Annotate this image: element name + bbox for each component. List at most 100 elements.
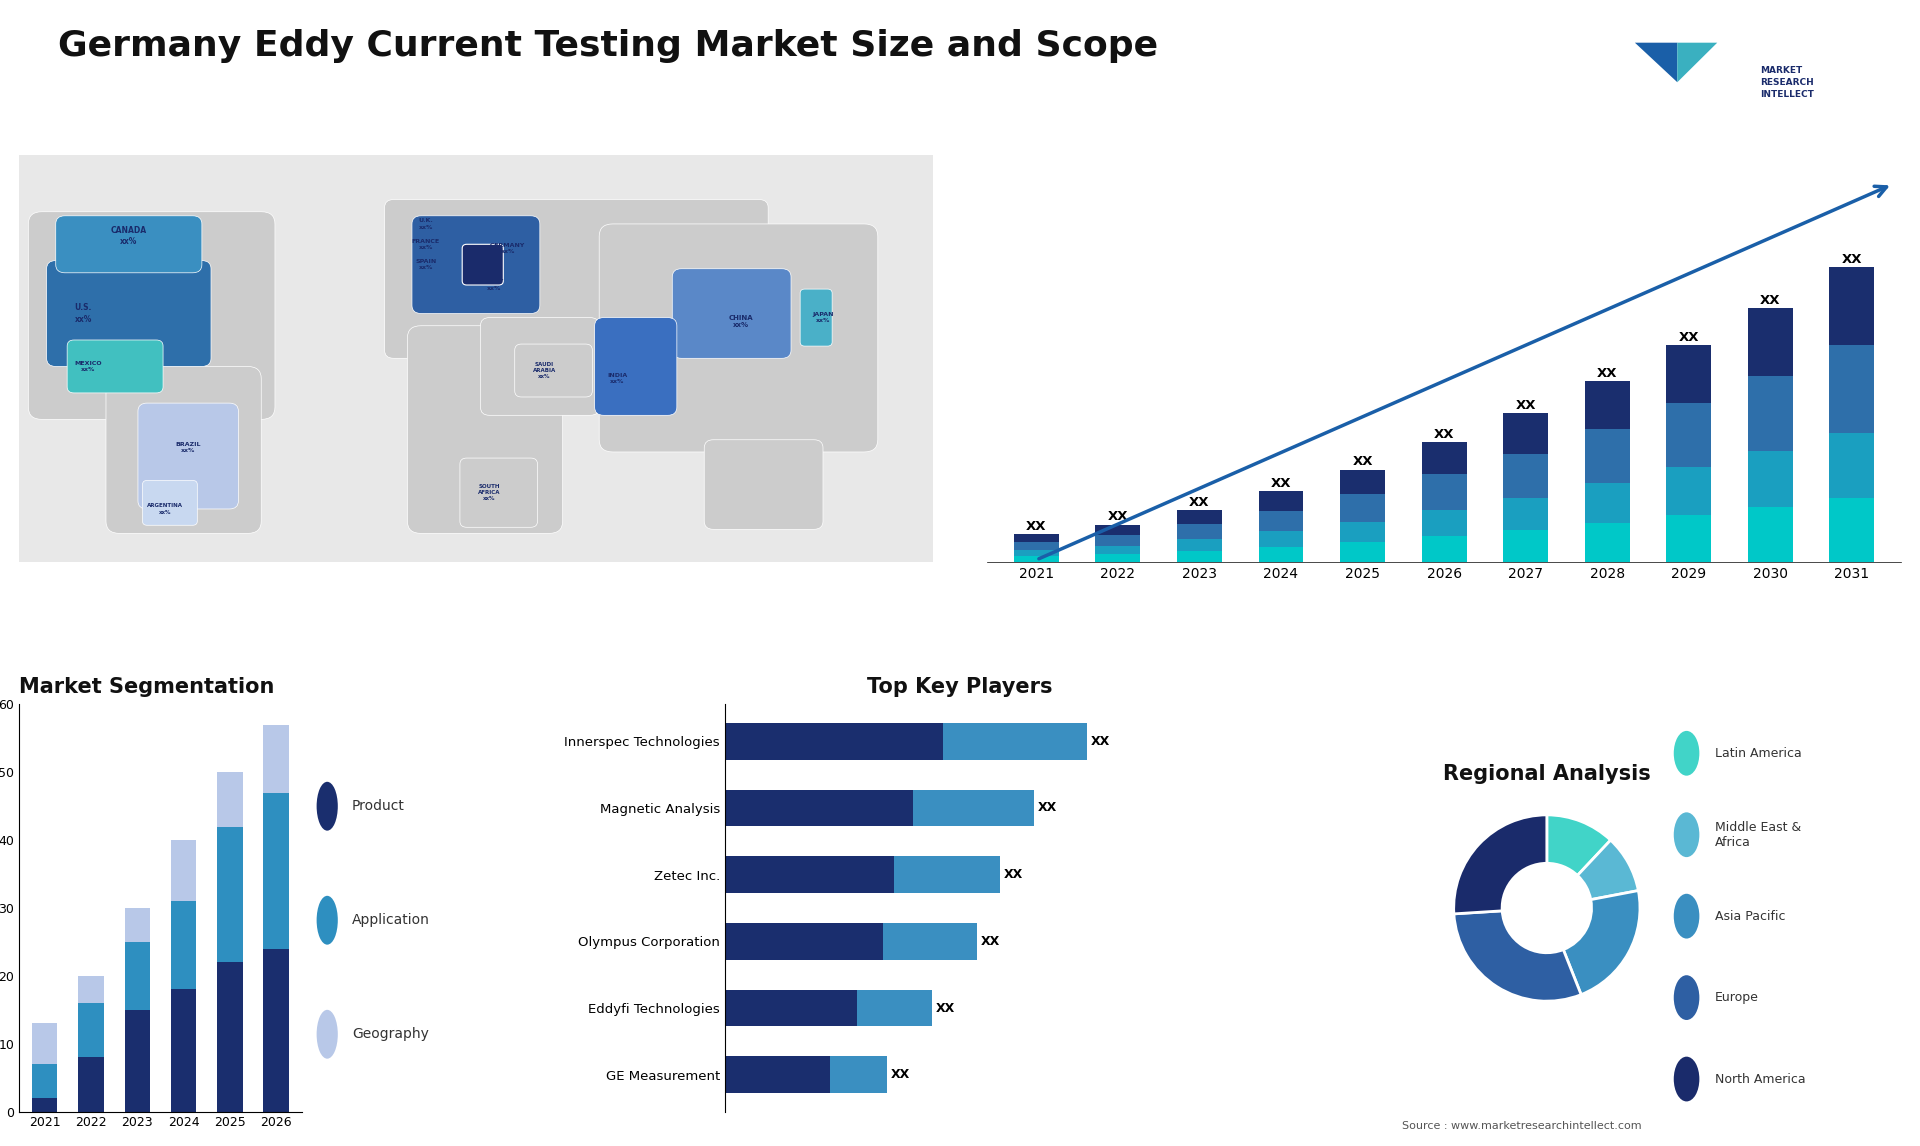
Bar <box>1014 550 1058 556</box>
Text: XX: XX <box>1761 295 1780 307</box>
Text: XX: XX <box>1108 510 1129 524</box>
Circle shape <box>1674 813 1699 857</box>
FancyBboxPatch shape <box>480 317 599 415</box>
Bar <box>33 1065 58 1098</box>
Bar <box>171 989 196 1112</box>
Bar <box>724 1057 829 1093</box>
Bar <box>1830 267 1874 345</box>
Bar <box>1667 468 1711 515</box>
Wedge shape <box>1563 890 1640 995</box>
Bar <box>724 723 943 760</box>
FancyBboxPatch shape <box>19 155 933 562</box>
Bar <box>1260 492 1304 510</box>
Text: MARKET
RESEARCH
INTELLECT: MARKET RESEARCH INTELLECT <box>1759 66 1814 99</box>
Bar <box>1421 536 1467 562</box>
Bar <box>79 1058 104 1112</box>
Text: Europe: Europe <box>1715 991 1759 1004</box>
Text: Middle East &
Africa: Middle East & Africa <box>1715 821 1801 849</box>
Text: XX: XX <box>1515 399 1536 413</box>
Text: CHINA
xx%: CHINA xx% <box>728 315 753 329</box>
Bar <box>1747 507 1793 562</box>
Text: BRAZIL
xx%: BRAZIL xx% <box>175 442 202 454</box>
Bar <box>125 942 150 1010</box>
Bar <box>1421 442 1467 474</box>
Bar <box>1503 529 1548 562</box>
Title: Top Key Players: Top Key Players <box>868 677 1052 697</box>
Text: ARGENTINA
xx%: ARGENTINA xx% <box>148 503 182 515</box>
FancyBboxPatch shape <box>46 260 211 367</box>
Bar <box>263 724 288 793</box>
Text: XX: XX <box>1841 252 1862 266</box>
Bar <box>79 1003 104 1058</box>
Circle shape <box>1674 975 1699 1020</box>
Text: XX: XX <box>1091 735 1110 748</box>
Bar <box>1830 497 1874 562</box>
Bar <box>217 772 242 826</box>
FancyBboxPatch shape <box>413 215 540 314</box>
Circle shape <box>1674 894 1699 939</box>
Bar <box>1340 494 1384 521</box>
Text: XX: XX <box>1004 869 1023 881</box>
Text: XX: XX <box>1352 455 1373 469</box>
Bar <box>1014 534 1058 542</box>
Bar <box>33 1023 58 1065</box>
FancyBboxPatch shape <box>463 244 503 285</box>
Text: GERMANY
xx%: GERMANY xx% <box>490 243 526 254</box>
Bar <box>1667 345 1711 403</box>
Text: Germany Eddy Current Testing Market Size and Scope: Germany Eddy Current Testing Market Size… <box>58 29 1158 63</box>
Polygon shape <box>1678 42 1716 83</box>
Bar <box>1503 454 1548 497</box>
Text: XX: XX <box>1188 496 1210 509</box>
FancyBboxPatch shape <box>705 440 824 529</box>
FancyBboxPatch shape <box>672 268 791 359</box>
Bar <box>79 976 104 1003</box>
Bar <box>724 990 856 1027</box>
Text: SAUDI
ARABIA
xx%: SAUDI ARABIA xx% <box>532 362 557 379</box>
FancyBboxPatch shape <box>595 317 678 415</box>
Bar <box>1667 403 1711 468</box>
Bar <box>33 1098 58 1112</box>
Text: CANADA
xx%: CANADA xx% <box>111 226 146 246</box>
Wedge shape <box>1548 815 1611 876</box>
Text: XX: XX <box>1678 331 1699 344</box>
Text: XX: XX <box>935 1002 954 1014</box>
FancyBboxPatch shape <box>138 403 238 509</box>
FancyBboxPatch shape <box>384 199 768 359</box>
Bar <box>1503 497 1548 529</box>
Circle shape <box>1674 1057 1699 1101</box>
Text: SPAIN
xx%: SPAIN xx% <box>415 259 436 270</box>
Bar <box>1177 524 1221 540</box>
Wedge shape <box>1453 911 1582 1002</box>
Bar <box>1177 551 1221 562</box>
FancyBboxPatch shape <box>515 344 593 397</box>
Polygon shape <box>1634 42 1678 83</box>
Text: U.K.
xx%: U.K. xx% <box>419 219 434 229</box>
Text: XX: XX <box>981 935 1000 948</box>
Bar <box>1747 452 1793 507</box>
Bar <box>217 963 242 1112</box>
Bar <box>1584 382 1630 430</box>
Bar <box>263 793 288 949</box>
Circle shape <box>317 896 338 944</box>
FancyBboxPatch shape <box>599 223 877 452</box>
Bar <box>1096 525 1140 534</box>
Bar <box>1096 554 1140 562</box>
Text: MEXICO
xx%: MEXICO xx% <box>73 361 102 372</box>
Text: FRANCE
xx%: FRANCE xx% <box>411 238 440 250</box>
Text: North America: North America <box>1715 1073 1805 1085</box>
Bar <box>1177 510 1221 524</box>
Bar <box>1014 556 1058 562</box>
Bar <box>1503 414 1548 454</box>
Bar <box>1747 308 1793 376</box>
Bar <box>724 923 883 959</box>
Bar <box>1421 474 1467 510</box>
Text: Application: Application <box>351 913 430 927</box>
Text: SOUTH
AFRICA
xx%: SOUTH AFRICA xx% <box>478 484 501 502</box>
FancyBboxPatch shape <box>106 367 261 533</box>
Bar <box>1340 521 1384 542</box>
Text: Asia Pacific: Asia Pacific <box>1715 910 1786 923</box>
Bar <box>1421 510 1467 536</box>
Text: U.S.
xx%: U.S. xx% <box>75 304 92 323</box>
Bar <box>724 790 914 826</box>
FancyBboxPatch shape <box>142 480 198 525</box>
